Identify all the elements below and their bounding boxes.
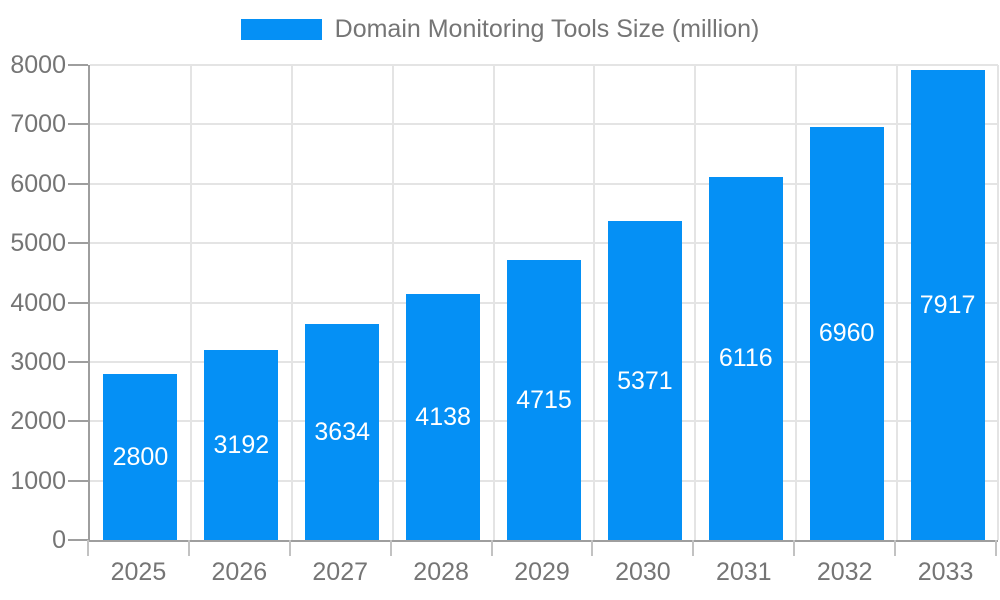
x-axis-tick <box>692 540 695 556</box>
x-axis-tick-label: 2032 <box>816 558 873 586</box>
y-axis-tick-label: 8000 <box>10 51 66 79</box>
x-axis-tick <box>490 540 493 556</box>
x-gridline <box>593 65 596 540</box>
y-axis-tick-label: 7000 <box>10 110 66 139</box>
y-axis-tick-label: 0 <box>52 526 66 554</box>
y-axis-tick <box>68 479 88 482</box>
bar-value-label: 6116 <box>718 344 773 373</box>
y-gridline <box>90 182 998 185</box>
bar-value-label: 4138 <box>415 403 471 432</box>
y-axis-tick <box>68 64 88 66</box>
x-axis-tick <box>288 540 291 556</box>
x-gridline <box>492 65 495 540</box>
x-gridline <box>290 65 293 540</box>
bar-2026[interactable]: 3192 <box>204 350 279 540</box>
x-gridline <box>997 65 999 540</box>
x-axis-tick <box>793 540 796 556</box>
x-axis-tick-label: 2026 <box>211 558 268 586</box>
y-gridline <box>90 242 998 245</box>
legend-item[interactable]: Domain Monitoring Tools Size (million) <box>0 16 1000 43</box>
y-axis-tick-label: 2000 <box>10 407 66 436</box>
x-gridline <box>694 65 697 540</box>
x-axis-tick-label: 2025 <box>110 558 167 586</box>
bar-value-label: 7917 <box>919 290 976 319</box>
bar-value-label: 4715 <box>516 386 572 415</box>
y-axis-tick <box>68 123 88 126</box>
bar-2028[interactable]: 4138 <box>406 294 481 540</box>
x-axis-tick-label: 2033 <box>917 558 974 586</box>
y-axis-tick <box>68 539 88 541</box>
x-axis-tick <box>87 540 89 556</box>
y-axis-tick-label: 1000 <box>10 466 66 495</box>
y-axis-tick-label: 5000 <box>10 229 66 258</box>
bar-value-label: 5371 <box>617 366 673 395</box>
y-axis-tick <box>68 301 88 304</box>
y-axis-tick <box>68 360 88 363</box>
y-axis-tick <box>68 182 88 185</box>
bar-2025[interactable]: 2800 <box>103 373 178 540</box>
legend-swatch <box>240 19 322 40</box>
bar-2033[interactable]: 7917 <box>910 69 985 540</box>
y-gridline <box>90 64 998 66</box>
y-axis-tick-label: 6000 <box>10 169 66 198</box>
y-axis-tick <box>68 420 88 423</box>
y-axis-tick-label: 3000 <box>10 347 66 376</box>
x-axis-tick <box>894 540 897 556</box>
x-axis-tick-label: 2030 <box>615 558 671 586</box>
bar-value-label: 3192 <box>213 431 270 460</box>
y-axis-tick <box>68 242 88 245</box>
x-axis-tick-label: 2027 <box>312 558 369 586</box>
x-gridline <box>795 65 798 540</box>
x-axis-tick-label: 2031 <box>715 558 772 586</box>
x-gridline <box>189 65 192 540</box>
bar-2030[interactable]: 5371 <box>607 221 682 540</box>
y-axis-tick-label: 4000 <box>10 288 66 317</box>
bar-2032[interactable]: 6960 <box>809 126 884 540</box>
bar-2029[interactable]: 4715 <box>507 260 581 540</box>
x-gridline <box>896 65 899 540</box>
x-gridline <box>391 65 394 540</box>
bar-2027[interactable]: 3634 <box>305 324 380 540</box>
bar-value-label: 3634 <box>314 418 371 447</box>
bar-value-label: 6960 <box>818 319 875 348</box>
x-axis-tick <box>187 540 190 556</box>
legend-label: Domain Monitoring Tools Size (million) <box>334 15 760 43</box>
plot-area: 2800 3192 3634 4138 4715 5371 6116 6960 7917 <box>88 64 999 542</box>
x-axis-tick <box>995 540 997 556</box>
x-axis-tick <box>389 540 392 556</box>
x-axis-tick-label: 2029 <box>514 558 570 586</box>
bar-2031[interactable]: 6116 <box>708 176 783 540</box>
x-axis-tick <box>591 540 594 556</box>
bar-value-label: 2800 <box>112 442 169 471</box>
y-gridline <box>90 123 998 126</box>
x-axis-tick-label: 2028 <box>413 558 469 586</box>
